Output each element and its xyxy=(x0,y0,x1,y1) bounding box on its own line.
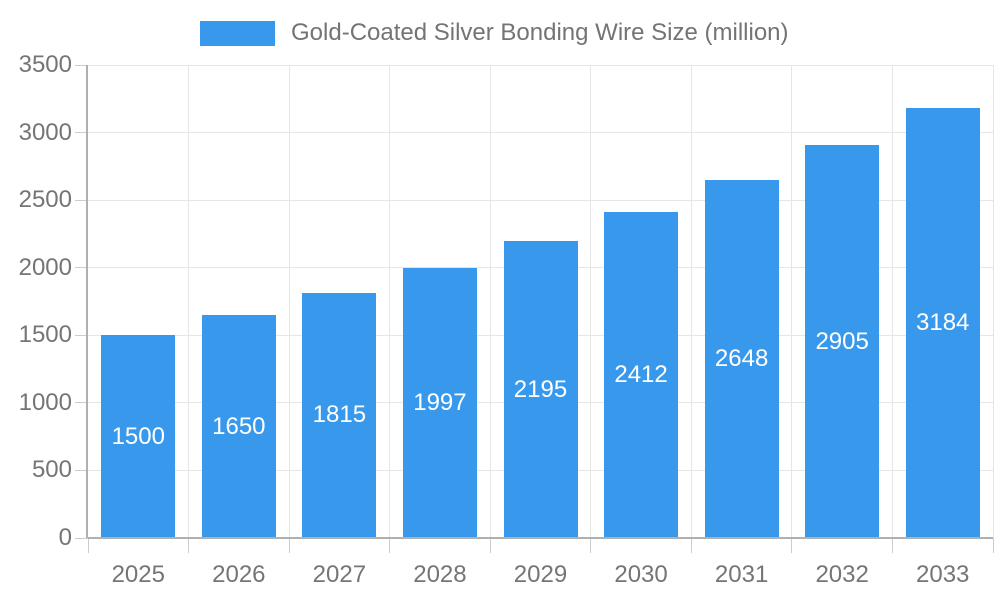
bar-value-label: 3184 xyxy=(916,308,970,336)
bar xyxy=(604,212,679,538)
bar xyxy=(402,268,477,538)
x-axis-tick xyxy=(791,538,793,553)
y-axis-tick-label: 3000 xyxy=(18,118,72,146)
x-axis-tick-label: 2026 xyxy=(212,561,266,588)
x-axis-tick xyxy=(188,538,190,553)
x-axis-tick-label: 2033 xyxy=(916,561,970,588)
x-axis-tick-label: 2032 xyxy=(815,561,869,588)
bar-value-label: 2412 xyxy=(614,361,668,389)
v-gridline xyxy=(992,65,994,538)
legend[interactable]: Gold-Coated Silver Bonding Wire Size (mi… xyxy=(200,18,789,48)
x-axis-tick xyxy=(288,538,290,553)
x-axis-tick xyxy=(389,538,391,553)
bar-value-label: 1815 xyxy=(312,401,367,429)
y-axis-tick xyxy=(75,132,88,134)
v-gridline xyxy=(590,65,592,538)
x-axis-tick-label: 2029 xyxy=(513,561,568,588)
x-axis-line xyxy=(88,537,993,539)
legend-swatch xyxy=(200,20,275,46)
bar-value-label: 2905 xyxy=(815,327,869,355)
x-axis-tick xyxy=(590,538,592,553)
x-axis-tick-label: 2028 xyxy=(413,561,467,588)
y-axis-tick-label: 1000 xyxy=(18,388,72,416)
y-axis-tick-label: 0 xyxy=(58,524,72,551)
bar-value-label: 1650 xyxy=(212,412,266,440)
bar xyxy=(704,180,779,538)
h-gridline xyxy=(88,132,993,134)
bar-value-label: 1500 xyxy=(111,422,165,450)
y-axis-tick xyxy=(75,469,88,471)
y-axis-line xyxy=(86,65,88,538)
x-axis-tick xyxy=(489,538,491,553)
y-axis-tick xyxy=(75,64,88,66)
bar xyxy=(503,241,578,538)
v-gridline xyxy=(288,65,290,538)
legend-label: Gold-Coated Silver Bonding Wire Size (mi… xyxy=(291,19,789,46)
x-axis-tick xyxy=(690,538,692,553)
h-gridline xyxy=(88,199,993,201)
v-gridline xyxy=(389,65,391,538)
y-axis-tick-label: 1500 xyxy=(18,321,72,349)
y-axis-tick xyxy=(75,537,88,539)
x-axis-tick-label: 2031 xyxy=(714,561,769,588)
v-gridline xyxy=(489,65,491,538)
y-axis-tick-label: 2000 xyxy=(18,253,72,281)
bar-value-label: 1997 xyxy=(413,389,467,417)
v-gridline xyxy=(690,65,692,538)
bar-value-label: 2648 xyxy=(714,345,769,373)
bar xyxy=(302,292,377,538)
x-axis-tick-label: 2030 xyxy=(614,561,668,588)
y-axis-tick-label: 3500 xyxy=(18,51,72,78)
y-axis-tick xyxy=(75,267,88,269)
bar xyxy=(201,315,276,538)
y-axis-tick xyxy=(75,402,88,404)
bar xyxy=(805,145,880,538)
x-axis-tick xyxy=(992,538,994,553)
y-axis-tick-label: 500 xyxy=(31,456,72,484)
x-axis-tick xyxy=(87,538,89,553)
v-gridline xyxy=(188,65,190,538)
bar xyxy=(905,107,980,538)
v-gridline xyxy=(791,65,793,538)
x-axis-tick-label: 2025 xyxy=(111,561,165,588)
v-gridline xyxy=(891,65,893,538)
x-axis-tick-label: 2027 xyxy=(312,561,367,588)
y-axis-tick xyxy=(75,334,88,336)
h-gridline xyxy=(88,64,993,66)
bar-value-label: 2195 xyxy=(513,375,568,403)
y-axis-tick-label: 2500 xyxy=(18,186,72,214)
y-axis-tick xyxy=(75,199,88,201)
bar xyxy=(101,335,176,538)
x-axis-tick xyxy=(891,538,893,553)
